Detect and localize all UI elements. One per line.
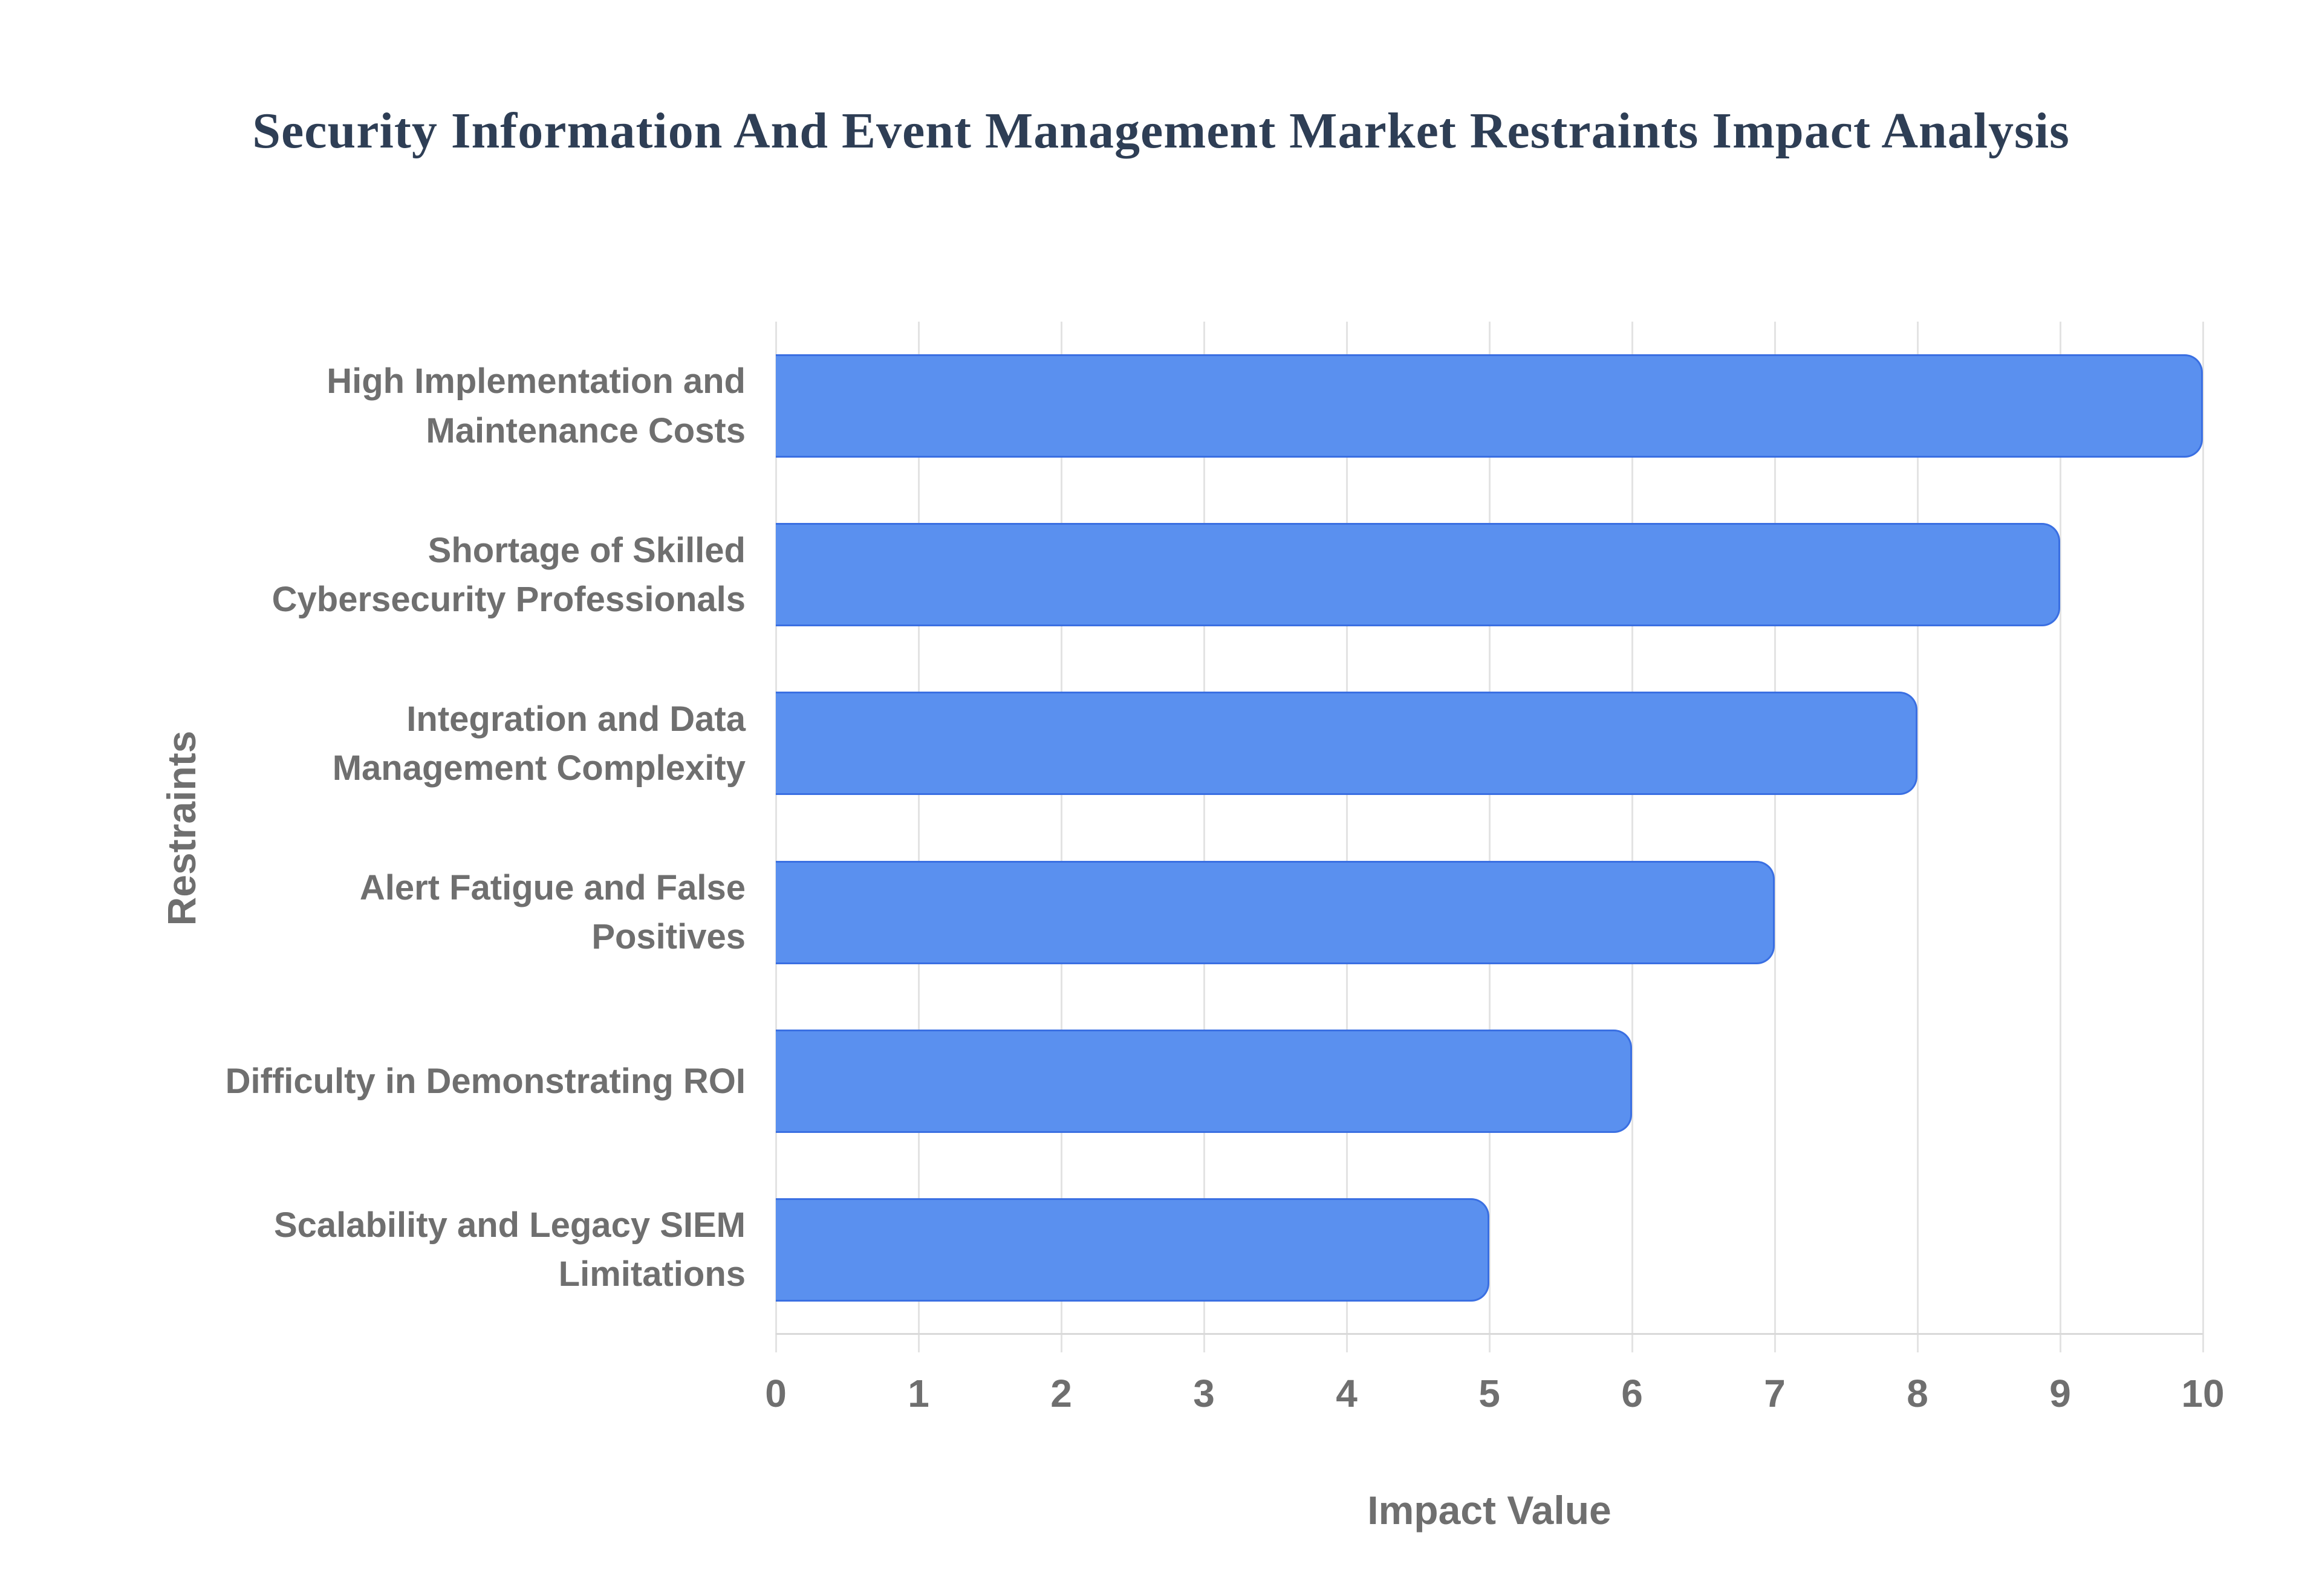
plot-area bbox=[775, 322, 2204, 1352]
x-axis-line bbox=[776, 1333, 2203, 1335]
category-label-4: Difficulty in Demonstrating ROI bbox=[225, 1061, 746, 1101]
gridline-x-6 bbox=[1631, 322, 1633, 1352]
x-tick-10: 10 bbox=[2181, 1372, 2225, 1415]
gridline-x-10 bbox=[2202, 322, 2204, 1352]
x-tick-6: 6 bbox=[1621, 1372, 1643, 1415]
category-label-1: Shortage of Skilled Cybersecurity Profes… bbox=[272, 530, 746, 619]
gridline-x-1 bbox=[917, 322, 920, 1352]
gridline-x-0 bbox=[775, 322, 777, 1352]
gridline-x-5 bbox=[1488, 322, 1491, 1352]
category-label-3: Alert Fatigue and False Positives bbox=[359, 868, 746, 957]
bar-0 bbox=[776, 354, 2203, 458]
x-axis-ticks: 0 1 2 3 4 5 6 7 8 9 10 bbox=[765, 1371, 2224, 1426]
bar-4 bbox=[776, 1029, 1632, 1133]
bar-5 bbox=[776, 1198, 1489, 1302]
y-axis-title: Restraints bbox=[159, 730, 204, 926]
bar-3 bbox=[776, 860, 1775, 964]
x-tick-0: 0 bbox=[765, 1372, 787, 1415]
x-tick-9: 9 bbox=[2049, 1372, 2071, 1415]
x-tick-5: 5 bbox=[1478, 1372, 1500, 1415]
bar-1 bbox=[776, 523, 2060, 627]
chart-title: Security Information And Event Managemen… bbox=[252, 103, 2070, 159]
x-tick-8: 8 bbox=[1907, 1372, 1928, 1415]
y-axis-labels: High Implementation and Maintenance Cost… bbox=[200, 322, 746, 1334]
gridline-x-4 bbox=[1345, 322, 1348, 1352]
bar-2 bbox=[776, 692, 1917, 796]
x-tick-1: 1 bbox=[908, 1372, 929, 1415]
x-tick-2: 2 bbox=[1050, 1372, 1072, 1415]
x-tick-7: 7 bbox=[1764, 1372, 1786, 1415]
gridline-x-9 bbox=[2059, 322, 2061, 1352]
gridline-x-2 bbox=[1060, 322, 1062, 1352]
gridline-x-3 bbox=[1203, 322, 1205, 1352]
category-label-5: Scalability and Legacy SIEM Limitations bbox=[273, 1205, 746, 1294]
category-label-0: High Implementation and Maintenance Cost… bbox=[327, 362, 746, 450]
gridline-x-7 bbox=[1774, 322, 1776, 1352]
x-tick-3: 3 bbox=[1193, 1372, 1215, 1415]
x-axis-title: Impact Value bbox=[1367, 1488, 1611, 1533]
category-label-2: Integration and Data Management Complexi… bbox=[332, 699, 746, 788]
gridline-x-8 bbox=[1916, 322, 1919, 1352]
x-tick-4: 4 bbox=[1336, 1372, 1358, 1415]
